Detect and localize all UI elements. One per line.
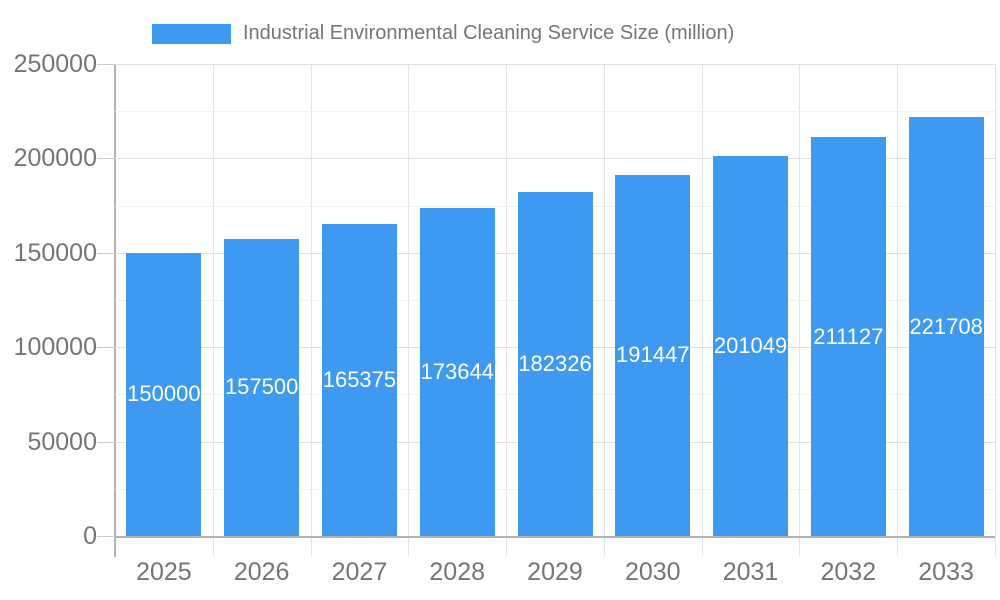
bar[interactable]: 165375 — [321, 223, 397, 536]
bar-value-label: 165375 — [322, 366, 397, 392]
vertical-gridline — [799, 64, 801, 556]
y-tick-label: 50000 — [27, 427, 97, 456]
y-axis-tick — [97, 536, 115, 537]
x-tick-label: 2026 — [233, 558, 290, 586]
vertical-gridline — [897, 64, 899, 556]
bar[interactable]: 201049 — [713, 156, 789, 536]
y-tick-label: 0 — [83, 522, 97, 550]
x-tick-label: 2033 — [918, 558, 974, 586]
y-tick-label: 200000 — [13, 144, 97, 173]
x-tick-label: 2031 — [722, 558, 779, 586]
bar[interactable]: 157500 — [224, 238, 300, 536]
bar[interactable]: 150000 — [126, 252, 202, 536]
gridline-minor — [115, 111, 995, 113]
plot-area: 150000 157500 165375 173644 182326 191447 2010… — [115, 64, 995, 538]
bar-value-label: 191447 — [616, 342, 690, 368]
y-axis-tick — [97, 64, 115, 65]
vertical-gridline — [408, 64, 410, 556]
vertical-gridline — [701, 64, 703, 556]
y-tick-label: 250000 — [13, 50, 97, 78]
bar-value-label: 182326 — [518, 350, 592, 376]
vertical-gridline — [995, 64, 996, 556]
x-tick-label: 2027 — [331, 558, 388, 586]
bar-value-label: 211127 — [813, 323, 884, 349]
y-axis-tick — [97, 252, 115, 254]
bar[interactable]: 173644 — [419, 208, 495, 536]
y-axis-line — [114, 64, 116, 557]
bar-value-label: 221708 — [909, 313, 983, 339]
bar-value-label: 157500 — [224, 374, 299, 400]
vertical-gridline — [212, 64, 214, 556]
bar-value-label: 201049 — [713, 333, 788, 359]
bar-value-label: 150000 — [127, 381, 201, 407]
legend-swatch — [152, 24, 231, 44]
bar[interactable]: 211127 — [810, 137, 886, 536]
vertical-gridline — [506, 64, 508, 556]
legend-label: Industrial Environmental Cleaning Servic… — [243, 22, 735, 44]
y-tick-label: 150000 — [13, 238, 97, 267]
gridline-major — [115, 64, 995, 65]
y-tick-label: 100000 — [13, 333, 97, 362]
x-tick-label: 2030 — [624, 558, 681, 586]
bar[interactable]: 191447 — [615, 174, 691, 536]
vertical-gridline — [603, 64, 605, 556]
bar[interactable]: 182326 — [517, 191, 593, 536]
y-axis-tick — [97, 347, 115, 349]
x-tick-label: 2028 — [429, 558, 486, 586]
legend: Industrial Environmental Cleaning Servic… — [0, 0, 1000, 50]
y-axis-tick — [97, 441, 115, 443]
x-tick-label: 2032 — [820, 558, 877, 586]
bar-value-label: 173644 — [420, 359, 494, 385]
gridline-major — [115, 158, 995, 160]
x-tick-label: 2029 — [527, 558, 583, 586]
x-tick-label: 2025 — [136, 558, 192, 586]
vertical-gridline — [310, 64, 312, 556]
bar[interactable]: 221708 — [908, 117, 984, 536]
y-axis-tick — [97, 158, 115, 160]
